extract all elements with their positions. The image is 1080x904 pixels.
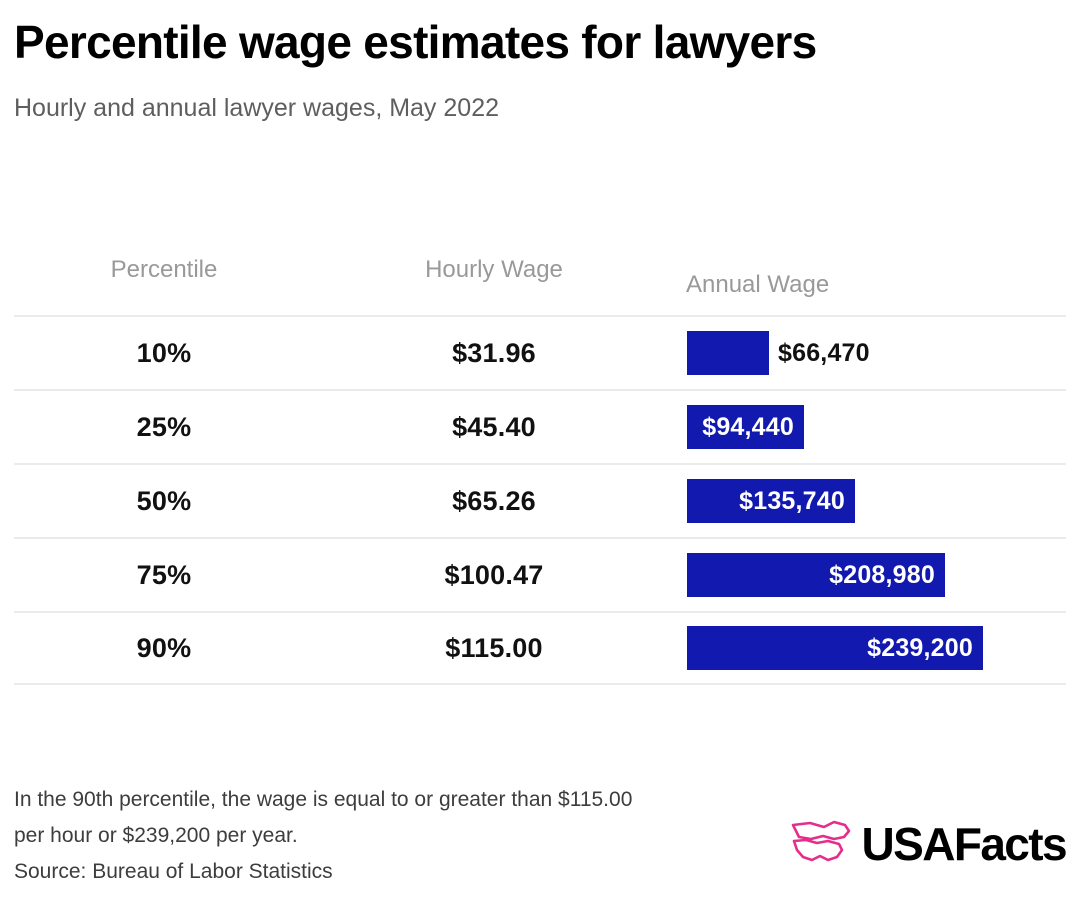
percentile-value: 90% [136,633,192,663]
chart-footer: In the 90th percentile, the wage is equa… [14,782,1068,890]
column-header-percentile-label: Percentile [110,256,218,283]
annual-wage-label: $135,740 [739,486,845,515]
cell-annual-wage: $208,980 [674,539,1066,611]
annual-wage-label: $208,980 [829,560,935,589]
footnote-line-2: per hour or $239,200 per year. [14,824,298,847]
bar-container: $66,470 [674,331,1066,375]
cell-hourly-wage: $115.00 [314,632,674,664]
percentile-value: 25% [136,412,192,442]
bar-container: $94,440 [674,405,1066,449]
cell-hourly-wage: $100.47 [314,559,674,591]
footnote-line-1: In the 90th percentile, the wage is equa… [14,788,633,811]
hourly-wage-value: $45.40 [452,412,536,442]
column-header-hourly-label: Hourly Wage [425,256,563,283]
cell-percentile: 10% [14,337,314,369]
cell-annual-wage: $94,440 [674,391,1066,463]
hourly-wage-value: $65.26 [452,486,536,516]
page-title: Percentile wage estimates for lawyers [14,16,817,68]
column-header-annual: Annual Wage [674,255,1066,315]
table-row: 75% $100.47 $208,980 [14,537,1066,611]
annual-wage-label: $66,470 [778,338,870,367]
table-row: 90% $115.00 $239,200 [14,611,1066,685]
cell-annual-wage: $135,740 [674,465,1066,537]
cell-percentile: 90% [14,632,314,664]
hourly-wage-value: $100.47 [444,560,544,590]
annual-wage-bar: $94,440 [687,405,804,449]
cell-annual-wage: $66,470 [674,317,1066,389]
percentile-value: 50% [136,486,192,516]
column-header-percentile: Percentile [14,255,314,285]
table-header-row: Percentile Hourly Wage Annual Wage [14,255,1066,315]
table-row: 25% $45.40 $94,440 [14,389,1066,463]
bar-container: $208,980 [674,553,1066,597]
percentile-value: 10% [136,338,192,368]
annual-wage-bar: $239,200 [687,626,983,670]
cell-percentile: 50% [14,485,314,517]
usafacts-logo-text: USAFacts [861,817,1068,870]
hourly-wage-value: $115.00 [445,633,543,663]
annual-wage-bar: $208,980 [687,553,945,597]
hourly-wage-value: $31.96 [452,338,536,368]
annual-wage-bar [687,331,769,375]
annual-wage-bar: $135,740 [687,479,855,523]
usafacts-logo: USAFacts [790,817,1068,890]
table-row: 10% $31.96 $66,470 [14,315,1066,389]
cell-percentile: 75% [14,559,314,591]
usa-map-icon [790,819,852,868]
annual-wage-label: $239,200 [867,633,973,662]
column-header-annual-label: Annual Wage [686,271,830,298]
footnote-block: In the 90th percentile, the wage is equa… [14,782,632,890]
page-subtitle: Hourly and annual lawyer wages, May 2022 [14,94,499,122]
cell-hourly-wage: $65.26 [314,485,674,517]
chart-header: Percentile wage estimates for lawyers Ho… [14,14,1066,124]
bar-container: $239,200 [674,626,1066,670]
cell-annual-wage: $239,200 [674,613,1066,683]
table-row: 50% $65.26 $135,740 [14,463,1066,537]
bar-container: $135,740 [674,479,1066,523]
cell-percentile: 25% [14,411,314,443]
annual-wage-label: $94,440 [702,412,794,441]
column-header-hourly: Hourly Wage [314,255,674,285]
percentile-value: 75% [136,560,192,590]
wage-table: Percentile Hourly Wage Annual Wage 10% $… [14,255,1066,685]
source-line: Source: Bureau of Labor Statistics [14,860,333,883]
cell-hourly-wage: $31.96 [314,337,674,369]
cell-hourly-wage: $45.40 [314,411,674,443]
